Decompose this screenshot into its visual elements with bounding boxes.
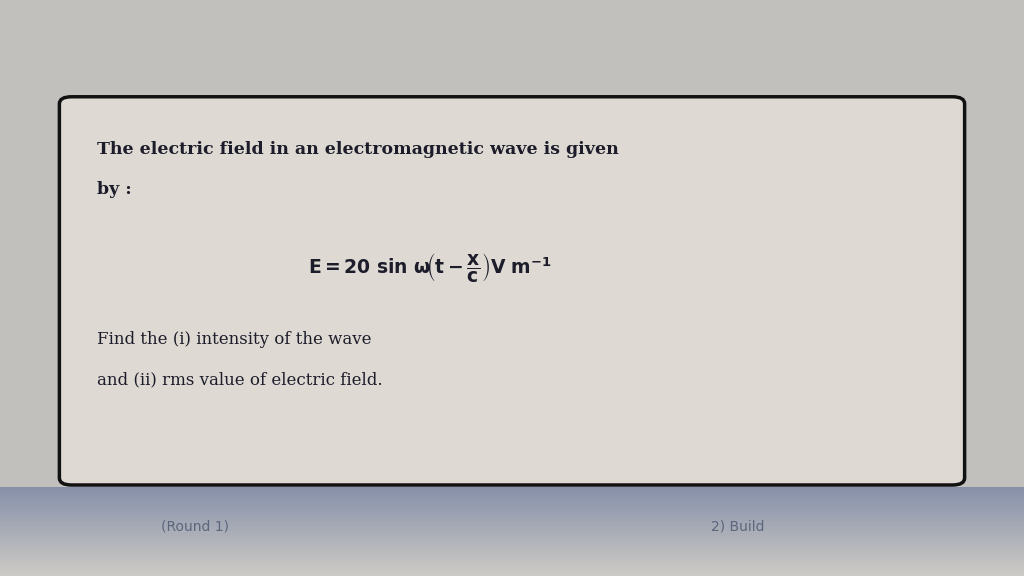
Bar <box>0 540 1024 543</box>
Bar <box>0 495 1024 498</box>
Text: 2) Build: 2) Build <box>711 520 764 534</box>
Bar <box>0 511 1024 514</box>
Bar <box>0 507 1024 509</box>
Bar <box>0 574 1024 576</box>
Bar <box>0 569 1024 571</box>
Bar <box>0 505 1024 507</box>
Bar <box>0 525 1024 527</box>
Text: and (ii) rms value of electric field.: and (ii) rms value of electric field. <box>97 372 383 389</box>
Bar <box>0 543 1024 545</box>
Bar <box>0 567 1024 569</box>
Bar <box>0 514 1024 516</box>
Bar <box>0 563 1024 565</box>
Bar <box>0 509 1024 511</box>
Text: $\mathbf{E = 20\ sin\ \omega\!\left(t - \dfrac{x}{c}\right)V\ m^{-1}}$: $\mathbf{E = 20\ sin\ \omega\!\left(t - … <box>308 251 552 283</box>
Bar <box>0 556 1024 558</box>
Bar <box>0 529 1024 531</box>
Bar <box>0 500 1024 502</box>
Bar <box>0 516 1024 518</box>
FancyBboxPatch shape <box>59 97 965 485</box>
Text: The electric field in an electromagnetic wave is given: The electric field in an electromagnetic… <box>97 141 620 158</box>
Bar <box>0 520 1024 522</box>
Text: by :: by : <box>97 181 132 199</box>
Text: Find the (i) intensity of the wave: Find the (i) intensity of the wave <box>97 331 372 348</box>
Bar <box>0 558 1024 560</box>
Bar <box>0 494 1024 495</box>
Bar <box>0 527 1024 529</box>
Bar <box>0 551 1024 554</box>
Bar <box>0 498 1024 500</box>
Bar <box>0 489 1024 491</box>
Bar <box>0 531 1024 533</box>
Bar <box>0 545 1024 547</box>
Bar <box>0 502 1024 505</box>
Bar <box>0 538 1024 540</box>
Text: (Round 1): (Round 1) <box>161 520 228 534</box>
Bar <box>0 491 1024 494</box>
Bar <box>0 571 1024 574</box>
Bar <box>0 522 1024 525</box>
Bar <box>0 554 1024 556</box>
Bar <box>0 518 1024 520</box>
Bar <box>0 533 1024 536</box>
Bar <box>0 487 1024 489</box>
Bar <box>0 536 1024 538</box>
Bar <box>0 550 1024 551</box>
Bar <box>0 547 1024 550</box>
Bar <box>0 565 1024 567</box>
Bar <box>0 560 1024 563</box>
